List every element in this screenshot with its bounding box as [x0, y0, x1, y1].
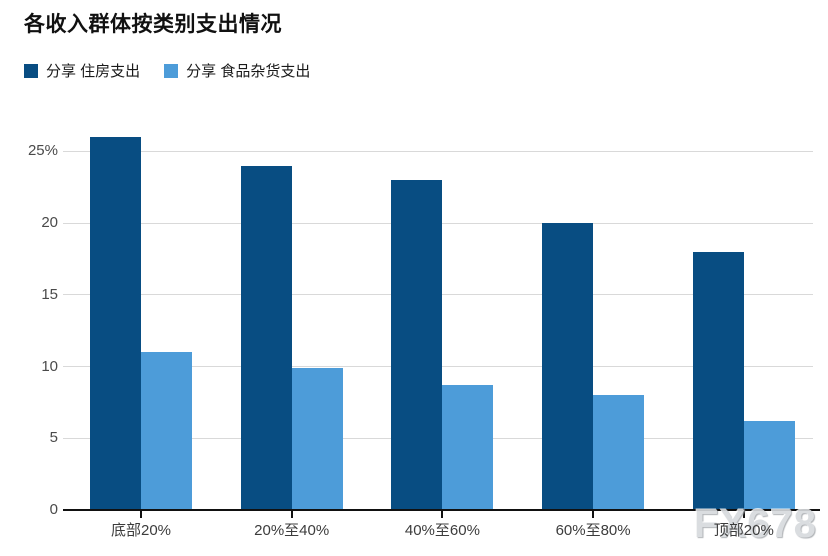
- x-axis-tick: [140, 511, 142, 518]
- legend: 分享 住房支出 分享 食品杂货支出: [24, 60, 310, 81]
- legend-label-groceries: 分享 食品杂货支出: [186, 63, 311, 80]
- x-axis-category-label: 底部20%: [110, 522, 172, 539]
- bar-series0-40%至60%: [391, 179, 443, 510]
- bar-series0-60%至80%: [542, 223, 594, 510]
- x-axis-category-label: 20%至40%: [254, 522, 330, 539]
- y-axis-tick-label: 20: [41, 214, 58, 231]
- bar-series1-20%至40%: [291, 367, 343, 510]
- x-axis-line: [63, 509, 820, 511]
- y-axis-tick-label: 5: [49, 429, 58, 447]
- x-axis-category-label: 40%至60%: [404, 522, 480, 539]
- gridline-25: [63, 150, 813, 152]
- y-axis-tick-label: 15: [41, 285, 58, 303]
- y-axis-tick-label: 25%: [27, 142, 58, 160]
- bar-series0-20%至40%: [240, 165, 292, 510]
- bar-series1-顶部20%: [743, 421, 795, 510]
- legend-swatch-groceries-icon: [164, 63, 179, 78]
- bar-series1-40%至60%: [442, 385, 494, 510]
- bar-series1-底部20%: [141, 352, 192, 510]
- legend-label-housing: 分享 住房支出: [46, 63, 141, 80]
- x-axis-tick: [290, 511, 293, 518]
- bar-series0-底部20%: [90, 136, 141, 510]
- x-axis-category-label: 60%至80%: [555, 522, 631, 539]
- x-axis-tick: [441, 511, 444, 518]
- x-axis-tick: [592, 511, 595, 518]
- y-axis-tick-label: 0: [49, 501, 58, 518]
- legend-swatch-housing-icon: [24, 63, 38, 78]
- x-axis-tick: [742, 511, 745, 518]
- legend-item-groceries: 分享 食品杂货支出: [164, 60, 310, 81]
- y-axis-tick-label: 10: [41, 357, 58, 375]
- bar-series1-60%至80%: [593, 395, 645, 510]
- bar-series0-顶部20%: [692, 251, 744, 510]
- x-axis-category-label: 顶部20%: [713, 522, 774, 539]
- legend-item-housing: 分享 住房支出: [24, 60, 140, 81]
- chart-title: 各收入群体按类别支出情况: [24, 13, 282, 36]
